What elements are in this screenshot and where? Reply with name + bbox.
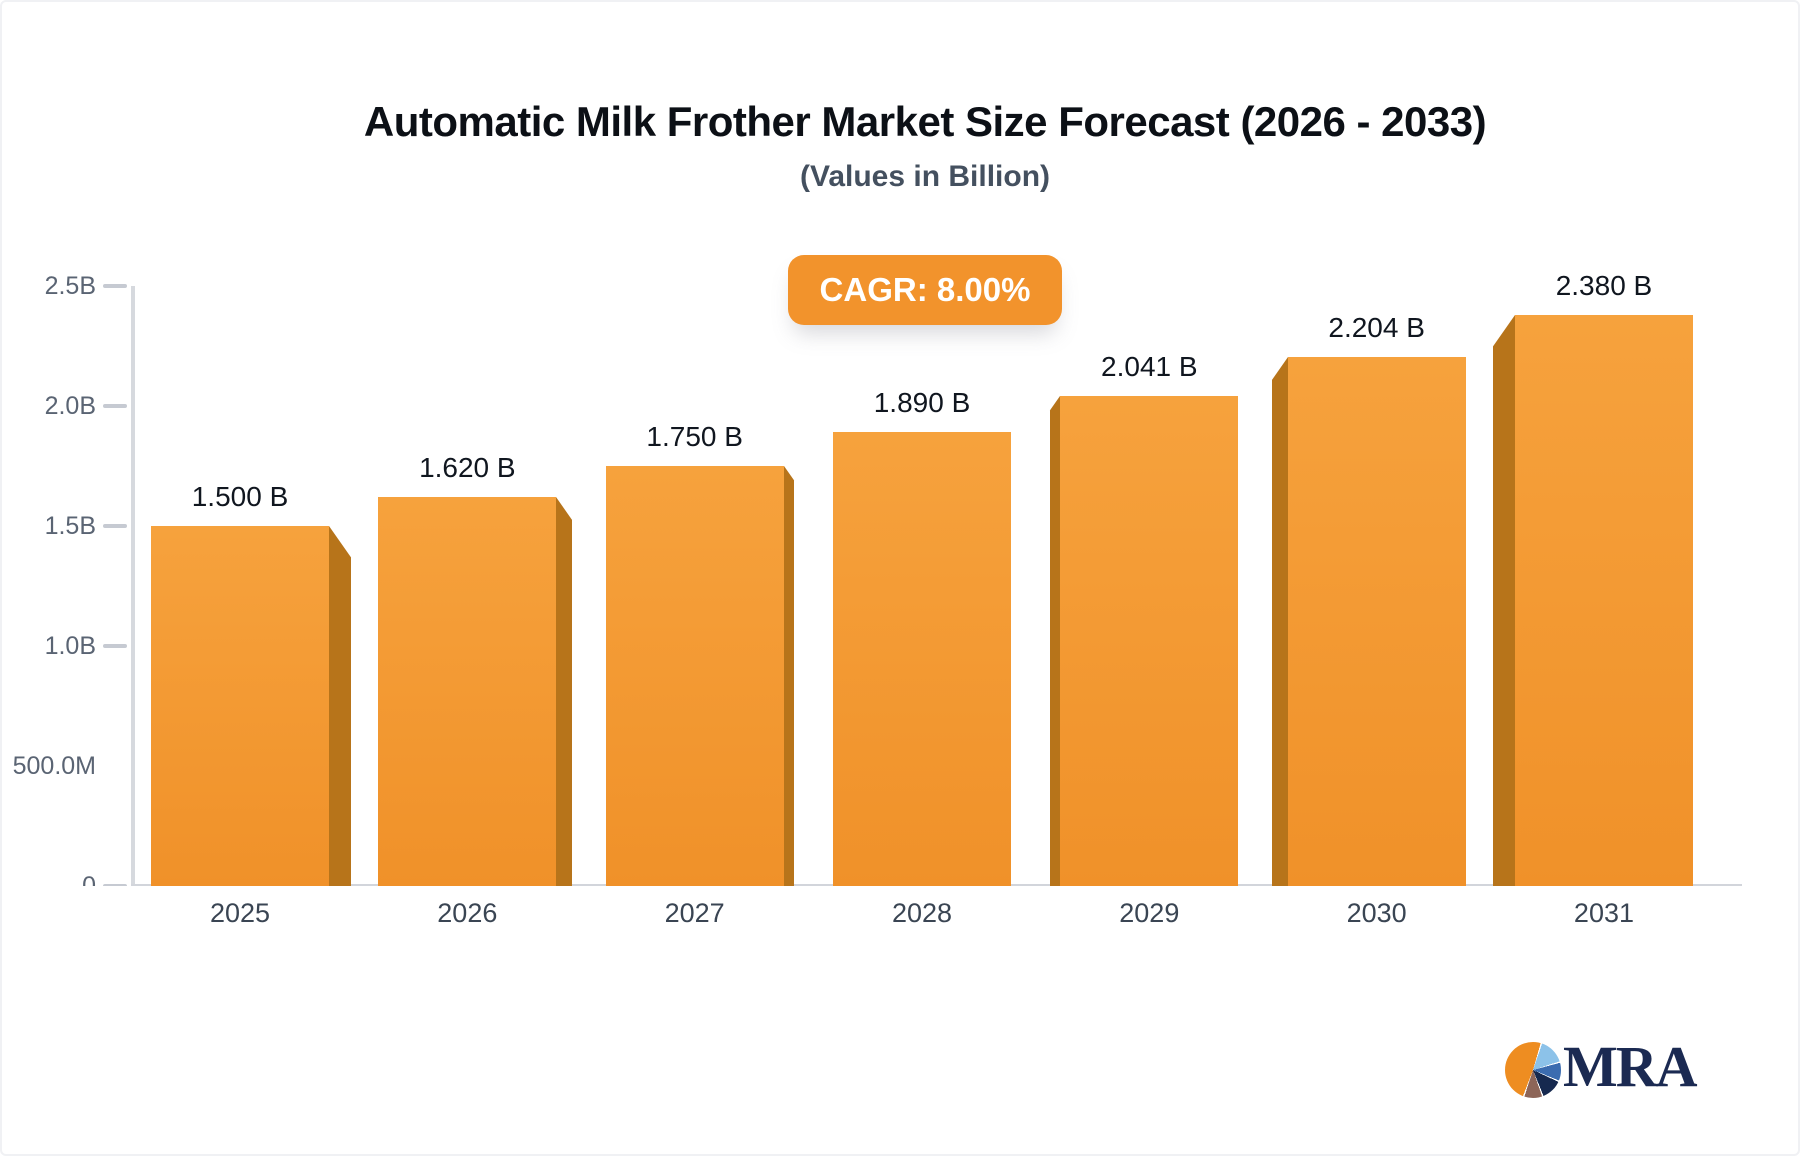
y-tick-label: 0 <box>82 872 96 886</box>
bar-value-label: 1.890 B <box>873 387 971 419</box>
x-axis-label: 2030 <box>1346 898 1407 928</box>
chart-subtitle: (Values in Billion) <box>799 160 1051 193</box>
x-axis-label: 2026 <box>437 898 498 928</box>
bar-face <box>1060 396 1239 886</box>
x-axis-label: 2025 <box>209 898 271 928</box>
x-axis-label: 2028 <box>891 898 953 928</box>
y-tick-dash <box>103 524 127 528</box>
bar-side-face <box>783 466 794 886</box>
bar-side-face <box>329 526 351 886</box>
y-axis-line <box>131 286 135 886</box>
y-tick-label: 2.5B <box>44 272 96 300</box>
bar-face <box>378 497 557 886</box>
bar-face <box>832 432 1011 886</box>
bar-value-label: 1.750 B <box>646 421 743 452</box>
y-tick-label: 500.0M <box>12 752 96 780</box>
y-tick-label: 1.5B <box>44 512 96 540</box>
bar-face <box>1514 314 1693 886</box>
x-axis-label: 2029 <box>1119 898 1180 928</box>
x-axis-label: 2031 <box>1573 898 1634 928</box>
chart-title: Automatic Milk Frother Market Size Forec… <box>363 98 1487 145</box>
plot-area: 2.5B 2.0B 1.5B 1.0B 500.0M 0 1.500 B 1.620 B 1.7… <box>12 269 1742 886</box>
bar-face <box>151 526 329 886</box>
bar-value-label: 2.204 B <box>1328 312 1425 344</box>
pie-chart-icon <box>1505 1042 1561 1098</box>
bar-side-face <box>1050 396 1061 886</box>
bar-value-label: 1.620 B <box>419 452 516 484</box>
bar-side-face <box>1271 357 1288 886</box>
brand-text: MRA <box>1563 1034 1698 1099</box>
bar-face <box>1287 357 1466 886</box>
bar-value-label: 1.500 B <box>191 481 289 512</box>
bar-side-face <box>1492 314 1515 886</box>
x-axis-label: 2027 <box>664 898 725 928</box>
y-tick-dash <box>103 404 127 408</box>
bar-face <box>605 466 784 886</box>
y-tick-dash <box>103 884 127 886</box>
brand-logo: MRA <box>1505 1034 1698 1099</box>
bar-value-label: 2.041 B <box>1101 351 1198 383</box>
y-tick-label: 2.0B <box>44 392 96 420</box>
bar-value-label: 2.380 B <box>1555 269 1653 301</box>
y-tick-dash <box>103 284 127 288</box>
y-tick-dash <box>103 644 127 648</box>
cagr-badge: CAGR: 8.00% <box>788 255 1062 325</box>
y-tick-label: 1.0B <box>44 632 96 660</box>
bar-side-face <box>556 497 573 886</box>
